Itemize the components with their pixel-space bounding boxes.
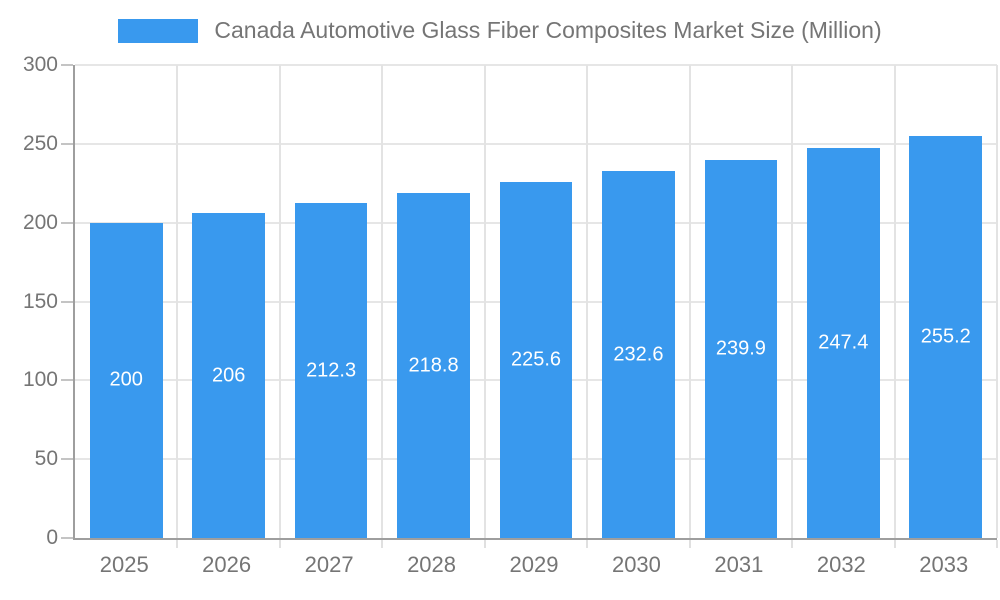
x-axis-label: 2029 xyxy=(509,552,559,577)
gridline-vertical xyxy=(176,65,179,538)
x-axis-label: 2027 xyxy=(304,552,354,577)
x-axis-tick xyxy=(381,540,384,548)
y-axis: 0 50 100 150 200 250 300 xyxy=(0,53,58,549)
bar-value-label: 255.2 xyxy=(920,325,971,348)
y-axis-tick xyxy=(61,300,73,303)
plot-area: 200 206 212.3 218.8 225.6 232.6 239.9 247.4 255.… xyxy=(61,64,998,548)
x-axis-label: 2025 xyxy=(99,552,149,577)
x-axis-tick xyxy=(996,540,998,548)
x-axis: 2025 2026 2027 2028 2029 2030 2031 2032 2033 xyxy=(73,552,995,592)
bar-2028[interactable]: 218.8 xyxy=(397,193,470,538)
x-axis-label: 2033 xyxy=(919,552,969,577)
y-axis-tick xyxy=(61,458,73,461)
bar-value-label: 206 xyxy=(211,364,246,387)
bar-2026[interactable]: 206 xyxy=(192,213,266,538)
bar-2033[interactable]: 255.2 xyxy=(909,135,983,538)
legend-swatch-icon xyxy=(118,18,199,43)
legend[interactable]: Canada Automotive Glass Fiber Composites… xyxy=(0,17,1000,44)
x-axis-tick xyxy=(176,540,179,548)
bar-value-label: 247.4 xyxy=(818,331,869,354)
x-axis-tick xyxy=(688,540,691,548)
y-axis-tick xyxy=(61,64,73,66)
gridline-vertical xyxy=(586,65,589,538)
y-axis-tick xyxy=(61,221,73,224)
y-axis-tick xyxy=(61,537,73,539)
bar-2029[interactable]: 225.6 xyxy=(499,182,573,538)
bar-2032[interactable]: 247.4 xyxy=(806,147,880,538)
bar-value-label: 239.9 xyxy=(715,337,766,360)
gridline-vertical xyxy=(688,65,691,538)
gridline-vertical xyxy=(791,65,794,538)
gridline-horizontal xyxy=(75,142,997,145)
bar-value-label: 212.3 xyxy=(306,359,357,382)
bar-value-label: 218.8 xyxy=(408,354,459,377)
y-axis-label: 0 xyxy=(46,526,58,549)
bar-2030[interactable]: 232.6 xyxy=(602,171,675,538)
gridline-vertical xyxy=(893,65,896,538)
y-axis-tick xyxy=(61,379,73,382)
x-axis-tick xyxy=(586,540,589,548)
bar-value-label: 232.6 xyxy=(613,343,664,366)
x-axis-label: 2026 xyxy=(202,552,252,577)
bar-value-label: 225.6 xyxy=(510,348,562,371)
x-axis-label: 2030 xyxy=(611,552,661,577)
x-axis-label: 2032 xyxy=(816,552,866,577)
gridline-horizontal xyxy=(75,64,997,66)
y-axis-label: 300 xyxy=(22,53,58,76)
y-axis-label: 100 xyxy=(22,368,58,392)
gridline-vertical xyxy=(278,65,281,538)
x-axis-tick xyxy=(483,540,486,548)
y-axis-label: 150 xyxy=(22,289,58,313)
bar-2031[interactable]: 239.9 xyxy=(704,159,778,538)
x-axis-label: 2028 xyxy=(407,552,457,577)
x-axis-tick xyxy=(893,540,896,548)
gridline-vertical xyxy=(996,65,998,538)
bar-2025[interactable]: 200 xyxy=(89,222,163,538)
x-axis-label: 2031 xyxy=(714,552,764,577)
legend-label: Canada Automotive Glass Fiber Composites… xyxy=(214,17,882,43)
y-axis-label: 250 xyxy=(22,131,58,155)
x-axis-tick xyxy=(791,540,794,548)
bar-value-label: 200 xyxy=(109,368,143,391)
y-axis-label: 50 xyxy=(34,447,58,471)
x-axis-tick xyxy=(278,540,281,548)
y-axis-tick xyxy=(61,142,73,145)
gridline-vertical xyxy=(381,65,384,538)
bar-2027[interactable]: 212.3 xyxy=(294,203,368,538)
y-axis-label: 200 xyxy=(22,210,58,234)
gridline-vertical xyxy=(483,65,486,538)
